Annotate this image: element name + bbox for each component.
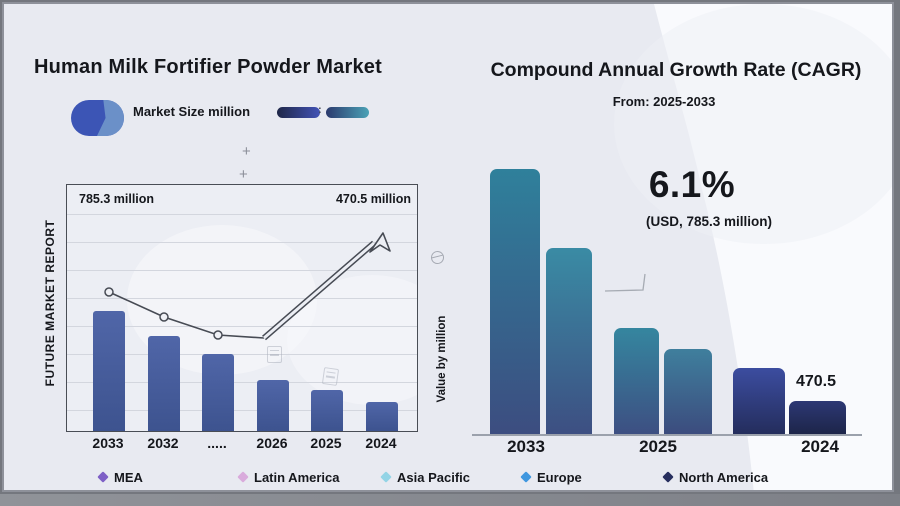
x-axis-tick-label: 2032	[147, 435, 179, 451]
cagr-bar	[546, 248, 592, 434]
market-size-bar	[148, 336, 180, 431]
database-cylinder-icon	[71, 100, 124, 136]
cagr-bar	[789, 401, 846, 434]
cagr-value: 6.1%	[648, 164, 736, 205]
gridline	[67, 214, 417, 215]
cagr-bar	[664, 349, 712, 434]
gridline	[67, 270, 417, 271]
diamond-marker-icon	[520, 471, 532, 483]
cagr-bar	[614, 328, 659, 434]
x-axis-tick-label: 2033	[92, 435, 124, 451]
market-size-bar	[311, 390, 343, 431]
value-callout: 470.5	[795, 373, 837, 390]
diamond-marker-icon	[97, 471, 109, 483]
market-size-bar	[366, 402, 398, 431]
market-size-bar	[93, 311, 125, 431]
cagr-note: (USD, 785.3 million)	[645, 214, 773, 229]
diamond-marker-icon	[662, 471, 674, 483]
cagr-x-axis-tick-label: 2033	[507, 437, 545, 456]
cagr-x-axis-labels: 2033 2025 2024	[4, 437, 892, 457]
legend-label: Asia Pacific	[397, 470, 470, 485]
clipboard-watermark-icon	[267, 346, 282, 363]
gridline	[67, 382, 417, 383]
legend-label: Latin America	[254, 470, 340, 485]
gridline	[67, 326, 417, 327]
market-size-bar	[202, 354, 234, 431]
gridline	[67, 298, 417, 299]
background-decoration-graphic	[614, 4, 892, 490]
legend-label: Europe	[537, 470, 582, 485]
legend-label: MEA	[114, 470, 143, 485]
page-title: Human Milk Fortifier Powder Market	[34, 56, 382, 78]
infographic-card: Human Milk Fortifier Powder Market Marke…	[2, 2, 894, 492]
market-size-label: Market Size million	[133, 104, 251, 119]
end-value-label: 470.5 million	[335, 192, 411, 206]
market-size-bar	[257, 380, 289, 431]
diamond-marker-icon	[237, 471, 249, 483]
x-axis-tick-label: 2026	[256, 435, 288, 451]
cagr-x-axis-tick-label: 2024	[801, 437, 839, 456]
x-axis-tick-label: 2024	[365, 435, 397, 451]
ratio-pill-teal	[326, 107, 369, 118]
plus-decoration: +	[239, 166, 248, 183]
plus-decoration: +	[242, 143, 251, 160]
diamond-marker-icon	[380, 471, 392, 483]
cagr-bar	[490, 169, 540, 434]
gridline	[67, 354, 417, 355]
cagr-title: Compound Annual Growth Rate (CAGR)	[490, 59, 862, 81]
cagr-x-axis-tick-label: 2025	[639, 437, 677, 456]
bottom-shadow-strip	[0, 494, 900, 506]
gridline	[67, 410, 417, 411]
market-size-chart: 785.3 million 470.5 million	[66, 184, 418, 432]
cagr-subtitle: From: 2025-2033	[612, 94, 716, 109]
x-axis-tick-label: 2025	[310, 435, 342, 451]
start-value-label: 785.3 million	[79, 192, 155, 206]
ratio-separator: :	[318, 104, 322, 116]
gridline	[67, 242, 417, 243]
cagr-axis-line	[472, 434, 862, 436]
legend-label: North America	[679, 470, 769, 485]
step-line-decoration	[604, 273, 646, 292]
cagr-bar	[733, 368, 785, 434]
x-axis-tick-label: .....	[207, 435, 227, 451]
region-legend: MEA Latin America Asia Pacific Europe North …	[4, 470, 892, 490]
trend-line-arrow-graphic	[104, 232, 391, 341]
x-axis-labels: 2033 2032..... 2026 2025 2024	[4, 435, 892, 453]
ratio-pill-dark	[277, 107, 320, 118]
